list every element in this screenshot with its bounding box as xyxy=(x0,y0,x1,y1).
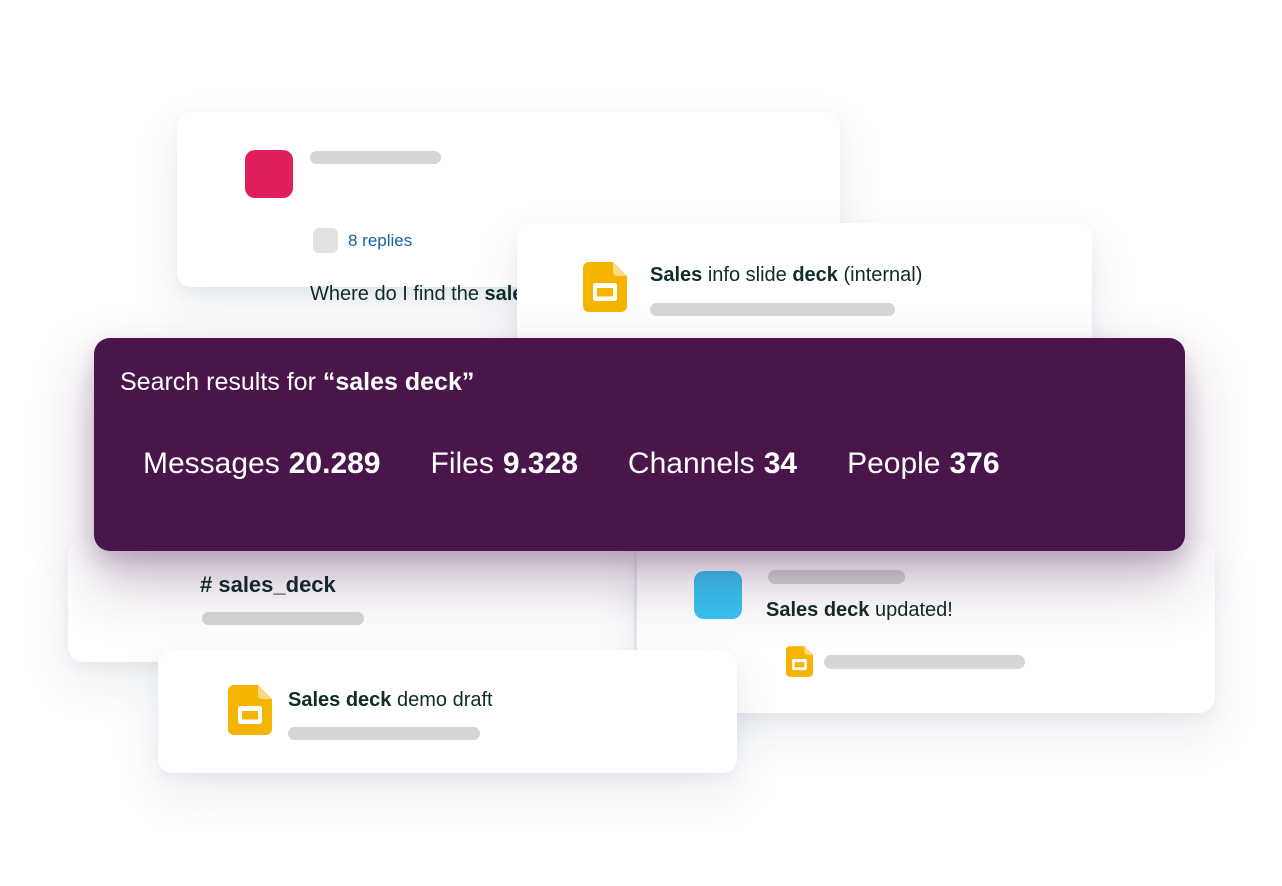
file-card-draft[interactable]: Sales deck demo draft xyxy=(158,650,737,773)
search-stats-row: Messages 20.289 Files 9.328 Channels 34 Peo… xyxy=(143,446,1000,482)
username-placeholder-bar xyxy=(768,570,905,584)
stat-value: 9.328 xyxy=(502,447,578,480)
avatar xyxy=(245,150,293,198)
replies-link[interactable]: 8 replies xyxy=(348,230,413,250)
stat-files[interactable]: Files 9.328 xyxy=(431,446,578,482)
channel-card[interactable]: # sales_deck xyxy=(68,540,634,662)
stat-people[interactable]: People 376 xyxy=(847,446,999,482)
reply-avatar xyxy=(313,228,338,253)
search-results-title: Search results for “sales deck” xyxy=(120,368,475,396)
stat-value: 34 xyxy=(763,447,798,480)
file-title: Sales deck demo draft xyxy=(288,689,493,711)
google-slides-icon xyxy=(228,685,272,740)
stat-label: Files xyxy=(430,447,494,480)
thread-replies: 8 replies xyxy=(313,228,412,253)
stat-value: 20.289 xyxy=(288,447,381,480)
file-meta-placeholder-bar xyxy=(650,303,895,316)
stat-label: People xyxy=(847,447,941,480)
attachment-placeholder-bar xyxy=(824,655,1025,669)
search-results-banner: Search results for “sales deck” Messages… xyxy=(94,338,1185,551)
avatar xyxy=(694,571,742,619)
file-title: Sales info slide deck (internal) xyxy=(650,264,923,286)
stat-value: 376 xyxy=(949,447,1000,480)
stat-messages[interactable]: Messages 20.289 xyxy=(143,446,381,482)
channel-meta-placeholder-bar xyxy=(202,612,364,625)
file-meta-placeholder-bar xyxy=(288,727,480,740)
username-placeholder-bar xyxy=(310,151,441,164)
stat-label: Channels xyxy=(627,447,755,480)
stat-label: Messages xyxy=(143,447,280,480)
channel-name: # sales_deck xyxy=(200,572,336,597)
stat-channels[interactable]: Channels 34 xyxy=(628,446,797,482)
message-text: Sales deck updated! xyxy=(766,599,953,621)
google-slides-icon xyxy=(786,646,813,682)
google-slides-icon xyxy=(583,262,627,317)
